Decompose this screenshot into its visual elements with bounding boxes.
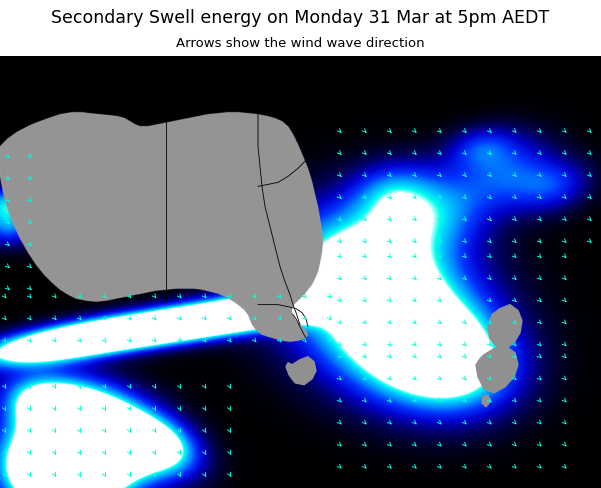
- Polygon shape: [0, 112, 323, 342]
- Polygon shape: [0, 112, 323, 342]
- Polygon shape: [482, 395, 490, 407]
- Polygon shape: [476, 346, 518, 393]
- Text: Arrows show the wind wave direction: Arrows show the wind wave direction: [176, 37, 425, 50]
- Polygon shape: [488, 305, 522, 349]
- Text: Secondary Swell energy on Monday 31 Mar at 5pm AEDT: Secondary Swell energy on Monday 31 Mar …: [52, 9, 549, 27]
- Polygon shape: [286, 357, 316, 385]
